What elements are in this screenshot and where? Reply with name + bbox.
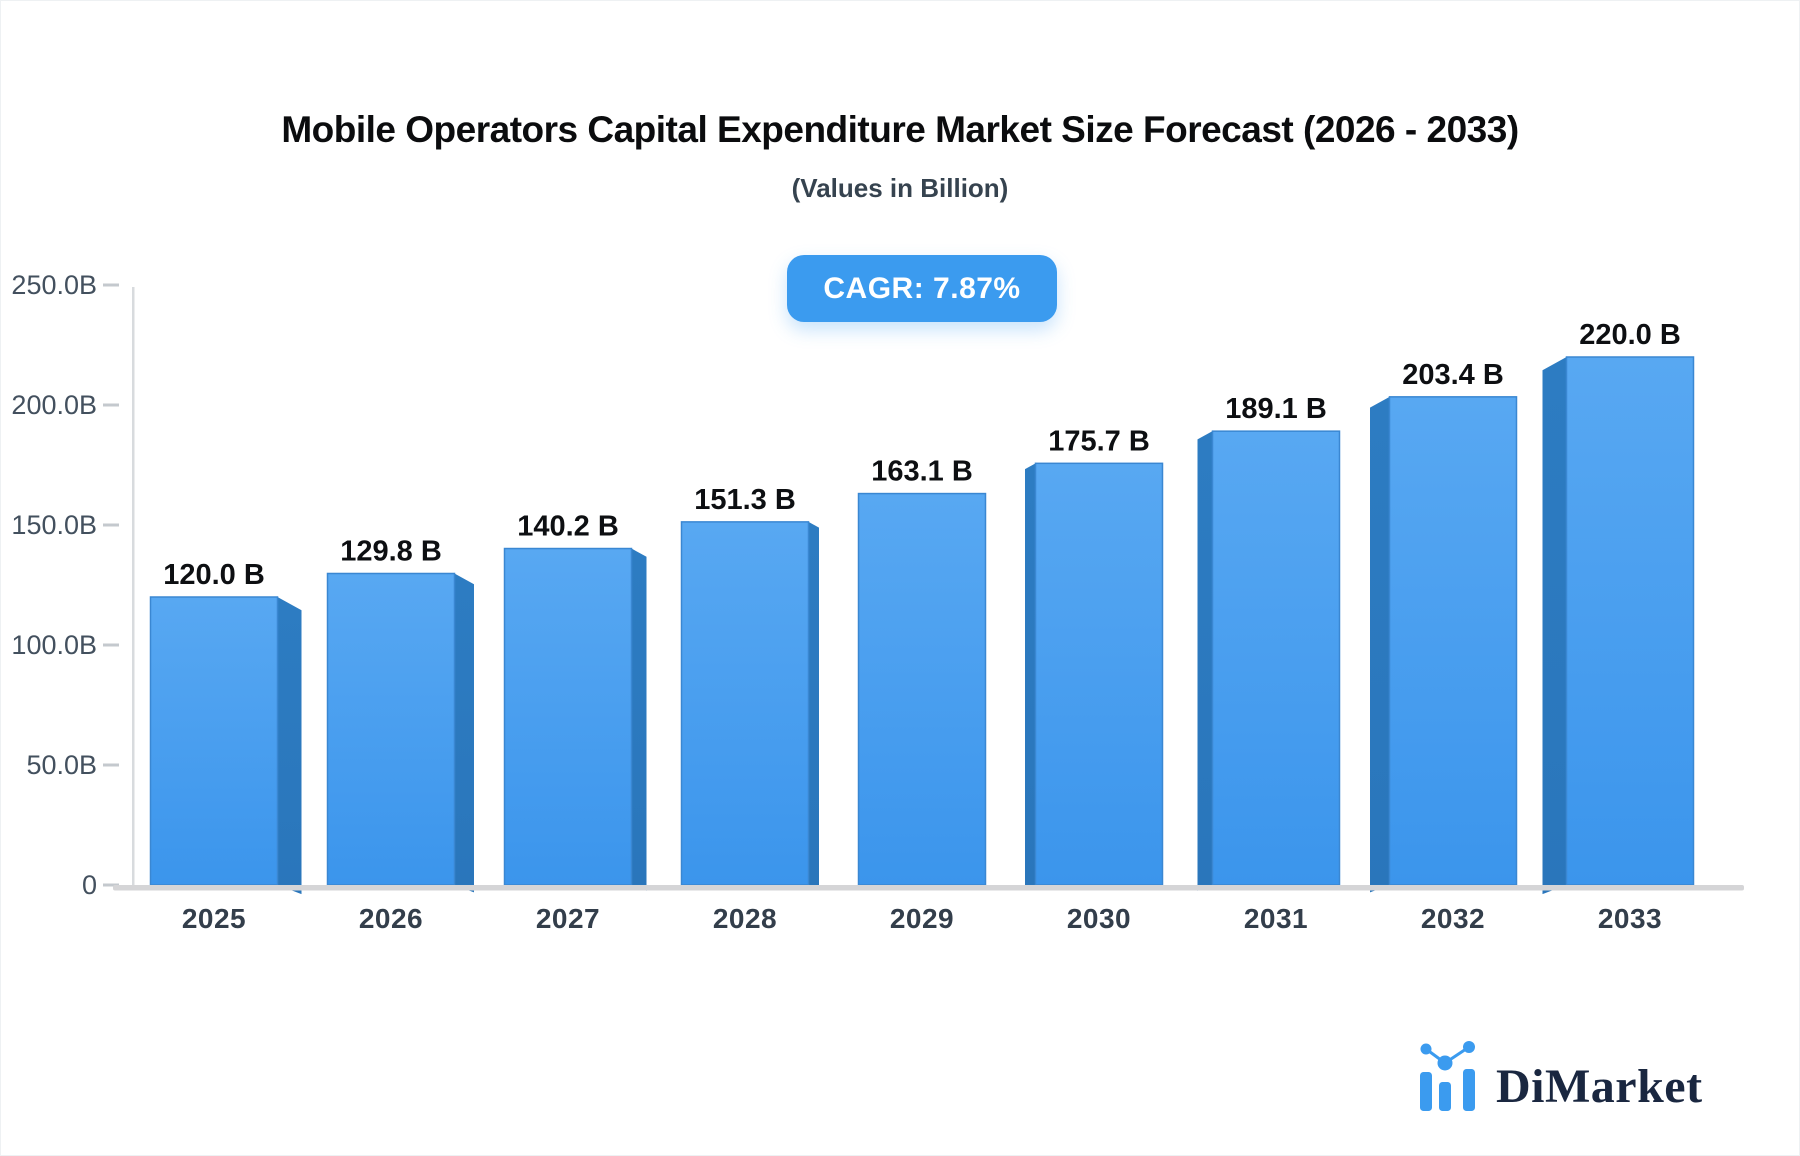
x-axis-label: 2025 <box>182 903 246 934</box>
x-axis-label: 2033 <box>1598 903 1662 934</box>
y-axis-tick-label: 250.0B <box>11 270 97 300</box>
y-axis-tick <box>103 883 119 887</box>
bar-2025 <box>149 596 279 886</box>
bar-value-label: 129.8 B <box>340 535 442 567</box>
x-axis-label: 2026 <box>359 903 423 934</box>
y-axis-tick <box>103 763 119 767</box>
bar-2030 <box>1034 462 1164 886</box>
x-axis-label: 2027 <box>536 903 600 934</box>
y-axis-tick <box>103 283 119 287</box>
x-axis-baseline <box>113 885 1744 891</box>
y-axis-tick <box>103 523 119 527</box>
bar-value-label: 151.3 B <box>694 484 796 516</box>
bar-side-face <box>1542 357 1567 895</box>
y-axis-tick-label: 50.0B <box>26 750 97 780</box>
x-axis-label: 2032 <box>1421 903 1485 934</box>
bar-value-label: 220.0 B <box>1579 319 1681 351</box>
bar-2032 <box>1388 396 1518 886</box>
y-axis-tick <box>103 643 119 647</box>
bar-value-label: 203.4 B <box>1402 359 1504 391</box>
bar-2029 <box>857 492 987 886</box>
bar-side-face <box>1025 463 1036 889</box>
bar-2027 <box>503 547 633 886</box>
bar-value-label: 163.1 B <box>871 456 973 488</box>
y-axis-tick-label: 0 <box>82 870 97 900</box>
bar-2026 <box>326 572 456 886</box>
cagr-badge: CAGR: 7.87% <box>787 255 1057 322</box>
brand-logo-text: DiMarket <box>1496 1060 1703 1113</box>
y-axis-tick-label: 100.0B <box>11 630 97 660</box>
y-axis-tick <box>103 403 119 407</box>
bar-side-face <box>1370 396 1390 893</box>
bar-side-face <box>1197 431 1213 891</box>
bar-side-face <box>454 573 474 893</box>
y-axis-tick-label: 150.0B <box>11 510 97 540</box>
bar-side-face <box>808 521 819 889</box>
bar-value-label: 140.2 B <box>517 511 619 543</box>
x-axis-label: 2031 <box>1244 903 1308 934</box>
bar-2033 <box>1565 356 1695 886</box>
brand-logo: DiMarket <box>1416 1039 1703 1113</box>
bar-side-face <box>277 597 302 895</box>
x-axis-label: 2028 <box>713 903 777 934</box>
brand-logo-icon <box>1420 1041 1475 1111</box>
y-axis-tick-label: 200.0B <box>11 390 97 420</box>
chart-subtitle: (Values in Billion) <box>791 173 1009 203</box>
x-axis-label: 2030 <box>1067 903 1131 934</box>
chart-title: Mobile Operators Capital Expenditure Mar… <box>281 109 1519 150</box>
x-axis-label: 2029 <box>890 903 954 934</box>
bar-2031 <box>1211 430 1341 886</box>
bar-value-label: 120.0 B <box>163 559 265 591</box>
bar-value-label: 175.7 B <box>1048 425 1150 457</box>
bar-value-label: 189.1 B <box>1225 393 1327 425</box>
cagr-badge-label: CAGR: 7.87% <box>823 271 1021 305</box>
y-axis-line <box>132 287 135 887</box>
bar-2028 <box>680 521 810 886</box>
bar-side-face <box>631 548 647 891</box>
